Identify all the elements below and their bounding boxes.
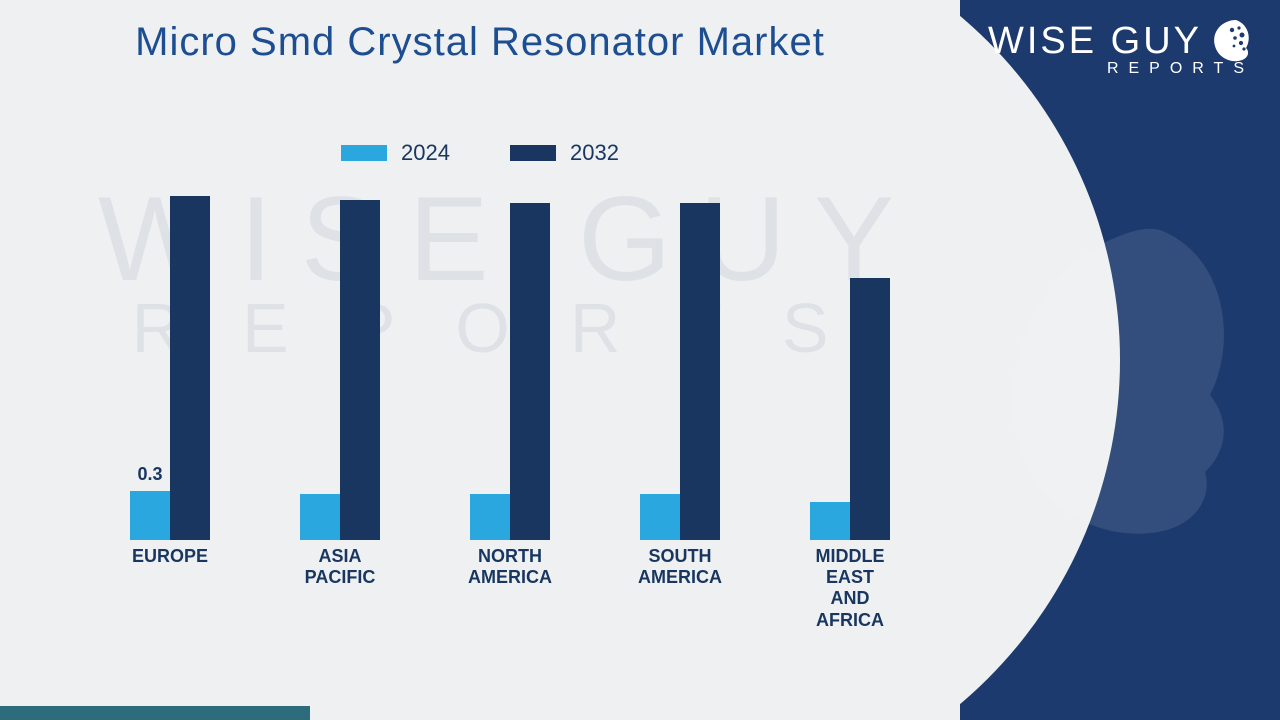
bar: [640, 494, 680, 540]
bar: [470, 494, 510, 540]
category-label: MIDDLEEASTANDAFRICA: [775, 540, 925, 631]
bar-group: NORTHAMERICA: [470, 203, 550, 540]
brand-logo: WISE GUY REPORTS: [988, 18, 1254, 78]
side-navy-panel: [960, 0, 1280, 720]
bar: [810, 502, 850, 540]
bar: [510, 203, 550, 540]
footer-accent-bar: [0, 706, 310, 720]
brand-line1: WISE GUY: [988, 20, 1202, 63]
category-label: NORTHAMERICA: [435, 540, 585, 588]
category-label: SOUTHAMERICA: [605, 540, 755, 588]
legend-item-2032: 2032: [510, 140, 619, 166]
legend: 2024 2032: [0, 140, 960, 166]
legend-swatch-2024: [341, 145, 387, 161]
y-axis-title: Market Size in USD Billion: [176, 245, 202, 515]
legend-swatch-2032: [510, 145, 556, 161]
bar: [850, 278, 890, 540]
bar: [340, 200, 380, 540]
y-axis-title-wrap: Market Size in USD Billion: [54, 200, 324, 560]
bar: [680, 203, 720, 540]
legend-label-2024: 2024: [401, 140, 450, 166]
chart-title: Micro Smd Crystal Resonator Market: [0, 20, 960, 65]
legend-label-2032: 2032: [570, 140, 619, 166]
bar-group: MIDDLEEASTANDAFRICA: [810, 278, 890, 540]
brand-head-icon: [1208, 18, 1254, 64]
bar-group: SOUTHAMERICA: [640, 203, 720, 540]
brand-line2: REPORTS: [988, 60, 1254, 78]
legend-item-2024: 2024: [341, 140, 450, 166]
